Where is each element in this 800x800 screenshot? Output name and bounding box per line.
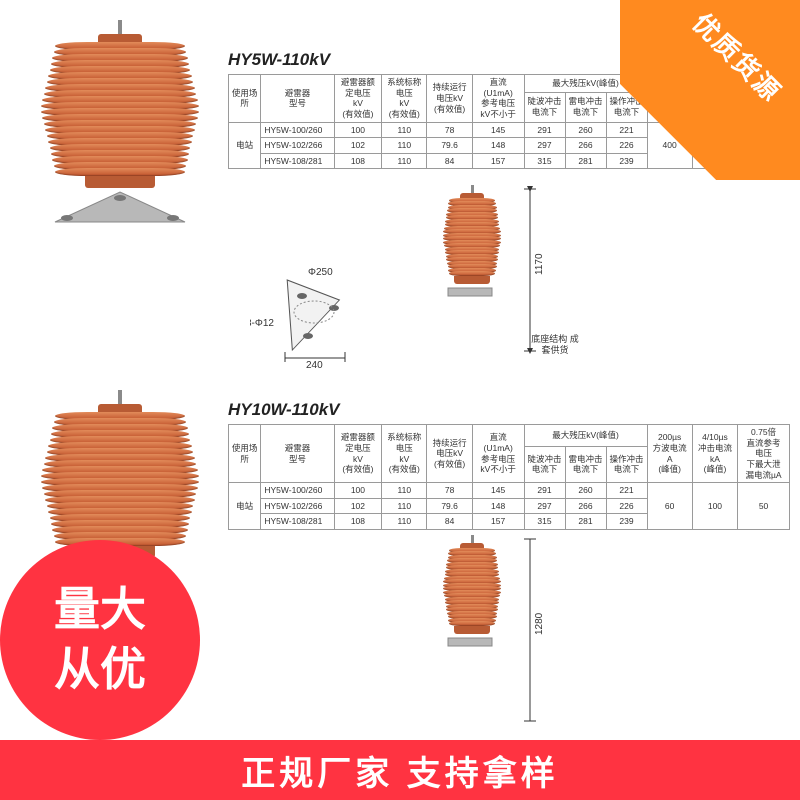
cell-value: 315	[524, 153, 565, 169]
cell-model: HY5W-102/266	[261, 138, 334, 154]
spec-table: 使用场所避雷器 型号避雷器额 定电压 kV (有效值)系统标称 电压 kV (有…	[228, 424, 790, 530]
col-header: 200µs 方波电流 A (峰值)	[647, 425, 692, 483]
svg-text:240: 240	[306, 360, 323, 370]
section-title: HY5W-110kV	[228, 50, 330, 70]
cell-value: 148	[472, 498, 524, 514]
cell-value: 291	[524, 483, 565, 499]
col-header: 使用场所	[229, 425, 261, 483]
cell-value: 145	[472, 122, 524, 138]
cell-value: 110	[382, 138, 427, 154]
arrester-illustration-small	[430, 535, 514, 648]
cell-model: HY5W-108/281	[261, 153, 334, 169]
cell-model: HY5W-100/260	[261, 122, 334, 138]
cell-value: 239	[606, 514, 647, 530]
arrester-illustration-large	[40, 20, 200, 224]
cell-value: 102	[334, 498, 381, 514]
cell-value: 110	[382, 483, 427, 499]
col-header: 直流 (U1mA) 参考电压 kV不小于	[472, 75, 524, 123]
cell-value: 78	[427, 122, 472, 138]
cell-value: 110	[382, 498, 427, 514]
col-header: 避雷器 型号	[261, 75, 334, 123]
cell-value: 84	[427, 153, 472, 169]
col-header: 陡波冲击 电流下	[524, 92, 565, 122]
cell-value: 297	[524, 138, 565, 154]
cell-value: 145	[472, 483, 524, 499]
col-header: 避雷器 型号	[261, 425, 334, 483]
cell-value: 110	[382, 153, 427, 169]
section-title: HY10W-110kV	[228, 400, 340, 420]
height-label: 1170	[534, 253, 545, 275]
height-label: 1280	[534, 612, 545, 635]
cell-value: 297	[524, 498, 565, 514]
col-header: 避雷器额 定电压 kV (有效值)	[334, 425, 381, 483]
svg-text:3-Φ12: 3-Φ12	[250, 318, 274, 329]
col-header: 使用场所	[229, 75, 261, 123]
svg-text:Φ250: Φ250	[308, 267, 333, 278]
cell-value: 260	[565, 483, 606, 499]
cell-value: 电站	[229, 483, 261, 530]
col-header: 0.75倍 直流参考 电压 下最大泄 漏电流µA	[738, 425, 790, 483]
col-header: 4/10µs 冲击电流 kA (峰值)	[692, 425, 737, 483]
cell-value: 266	[565, 498, 606, 514]
col-header: 直流 (U1mA) 参考电压 kV不小于	[472, 425, 524, 483]
cell-value: 79.6	[427, 138, 472, 154]
col-header: 持续运行 电压kV (有效值)	[427, 425, 472, 483]
cell-value: 108	[334, 514, 381, 530]
cell-model: HY5W-108/281	[261, 514, 334, 530]
bottom-bar: 正规厂家 支持拿样	[0, 740, 800, 800]
cell-value: 226	[606, 498, 647, 514]
base-diagram: Φ250 3-Φ12 240	[250, 260, 370, 370]
cell-value: 281	[565, 514, 606, 530]
height-dimension: 1170	[520, 185, 560, 355]
height-dimension: 1280	[520, 535, 560, 725]
col-header: 系统标称 电压 kV (有效值)	[382, 425, 427, 483]
cell-value: 281	[565, 153, 606, 169]
page: 优质货源 HY5W-110kV 使用场所避雷器 型号避雷器额 定电压 kV (有…	[0, 0, 800, 800]
cell-value: 157	[472, 514, 524, 530]
col-header: 系统标称 电压 kV (有效值)	[382, 75, 427, 123]
badge-bottom-left-text: 量大 从优	[54, 580, 146, 700]
cell-value: 100	[334, 483, 381, 499]
cell-model: HY5W-102/266	[261, 498, 334, 514]
cell-value: 260	[565, 122, 606, 138]
badge-top-right-text: 优质货源	[685, 4, 790, 109]
arrester-illustration-small	[430, 185, 514, 298]
cell-value: 电站	[229, 122, 261, 169]
cell-value: 79.6	[427, 498, 472, 514]
col-residual-group: 最大残压kV(峰值)	[524, 425, 647, 447]
cell-model: HY5W-100/260	[261, 483, 334, 499]
cell-value: 100	[334, 122, 381, 138]
cell-value: 108	[334, 153, 381, 169]
cell-value: 78	[427, 483, 472, 499]
cell-value: 291	[524, 122, 565, 138]
badge-top-right: 优质货源	[620, 0, 800, 180]
cell-value: 100	[692, 483, 737, 530]
cell-value: 110	[382, 122, 427, 138]
cell-value: 157	[472, 153, 524, 169]
col-header: 陡波冲击 电流下	[524, 446, 565, 482]
cell-value: 266	[565, 138, 606, 154]
col-header: 操作冲击 电流下	[606, 446, 647, 482]
col-header: 持续运行 电压kV (有效值)	[427, 75, 472, 123]
col-header: 雷电冲击 电流下	[565, 446, 606, 482]
bottom-bar-text: 正规厂家 支持拿样	[241, 746, 558, 795]
badge-bottom-left: 量大 从优	[0, 540, 200, 740]
cell-value: 84	[427, 514, 472, 530]
base-note: 底座结构 成套供货	[530, 334, 580, 356]
col-header: 避雷器额 定电压 kV (有效值)	[334, 75, 381, 123]
cell-value: 148	[472, 138, 524, 154]
cell-value: 110	[382, 514, 427, 530]
cell-value: 102	[334, 138, 381, 154]
cell-value: 315	[524, 514, 565, 530]
cell-value: 50	[738, 483, 790, 530]
cell-value: 221	[606, 483, 647, 499]
col-header: 雷电冲击 电流下	[565, 92, 606, 122]
cell-value: 60	[647, 483, 692, 530]
